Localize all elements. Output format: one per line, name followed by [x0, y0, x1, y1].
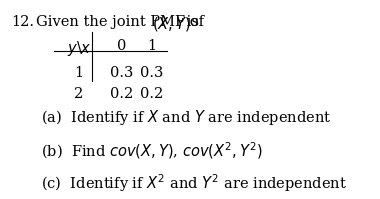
Text: 1: 1: [74, 66, 84, 80]
Text: 1: 1: [147, 39, 156, 53]
Text: (c)  Identify if $X^2$ and $Y^2$ are independent: (c) Identify if $X^2$ and $Y^2$ are inde…: [41, 172, 347, 194]
Text: 0.3: 0.3: [110, 66, 134, 80]
Text: is: is: [182, 15, 200, 29]
Text: (a)  Identify if $X$ and $Y$ are independent: (a) Identify if $X$ and $Y$ are independ…: [41, 108, 331, 127]
Text: 12.: 12.: [11, 15, 34, 29]
Text: (b)  Find $\mathit{cov}(X,Y)$, $\mathit{cov}(X^2,Y^2)$: (b) Find $\mathit{cov}(X,Y)$, $\mathit{c…: [41, 140, 263, 161]
Text: $y\backslash x$: $y\backslash x$: [66, 39, 91, 58]
Text: $(X,Y)$: $(X,Y)$: [152, 15, 190, 33]
Text: 0.3: 0.3: [140, 66, 163, 80]
Text: 2: 2: [74, 87, 84, 101]
Text: 0.2: 0.2: [140, 87, 163, 101]
Text: Given the joint PMF of: Given the joint PMF of: [36, 15, 209, 29]
Text: 0: 0: [117, 39, 127, 53]
Text: 0.2: 0.2: [110, 87, 133, 101]
